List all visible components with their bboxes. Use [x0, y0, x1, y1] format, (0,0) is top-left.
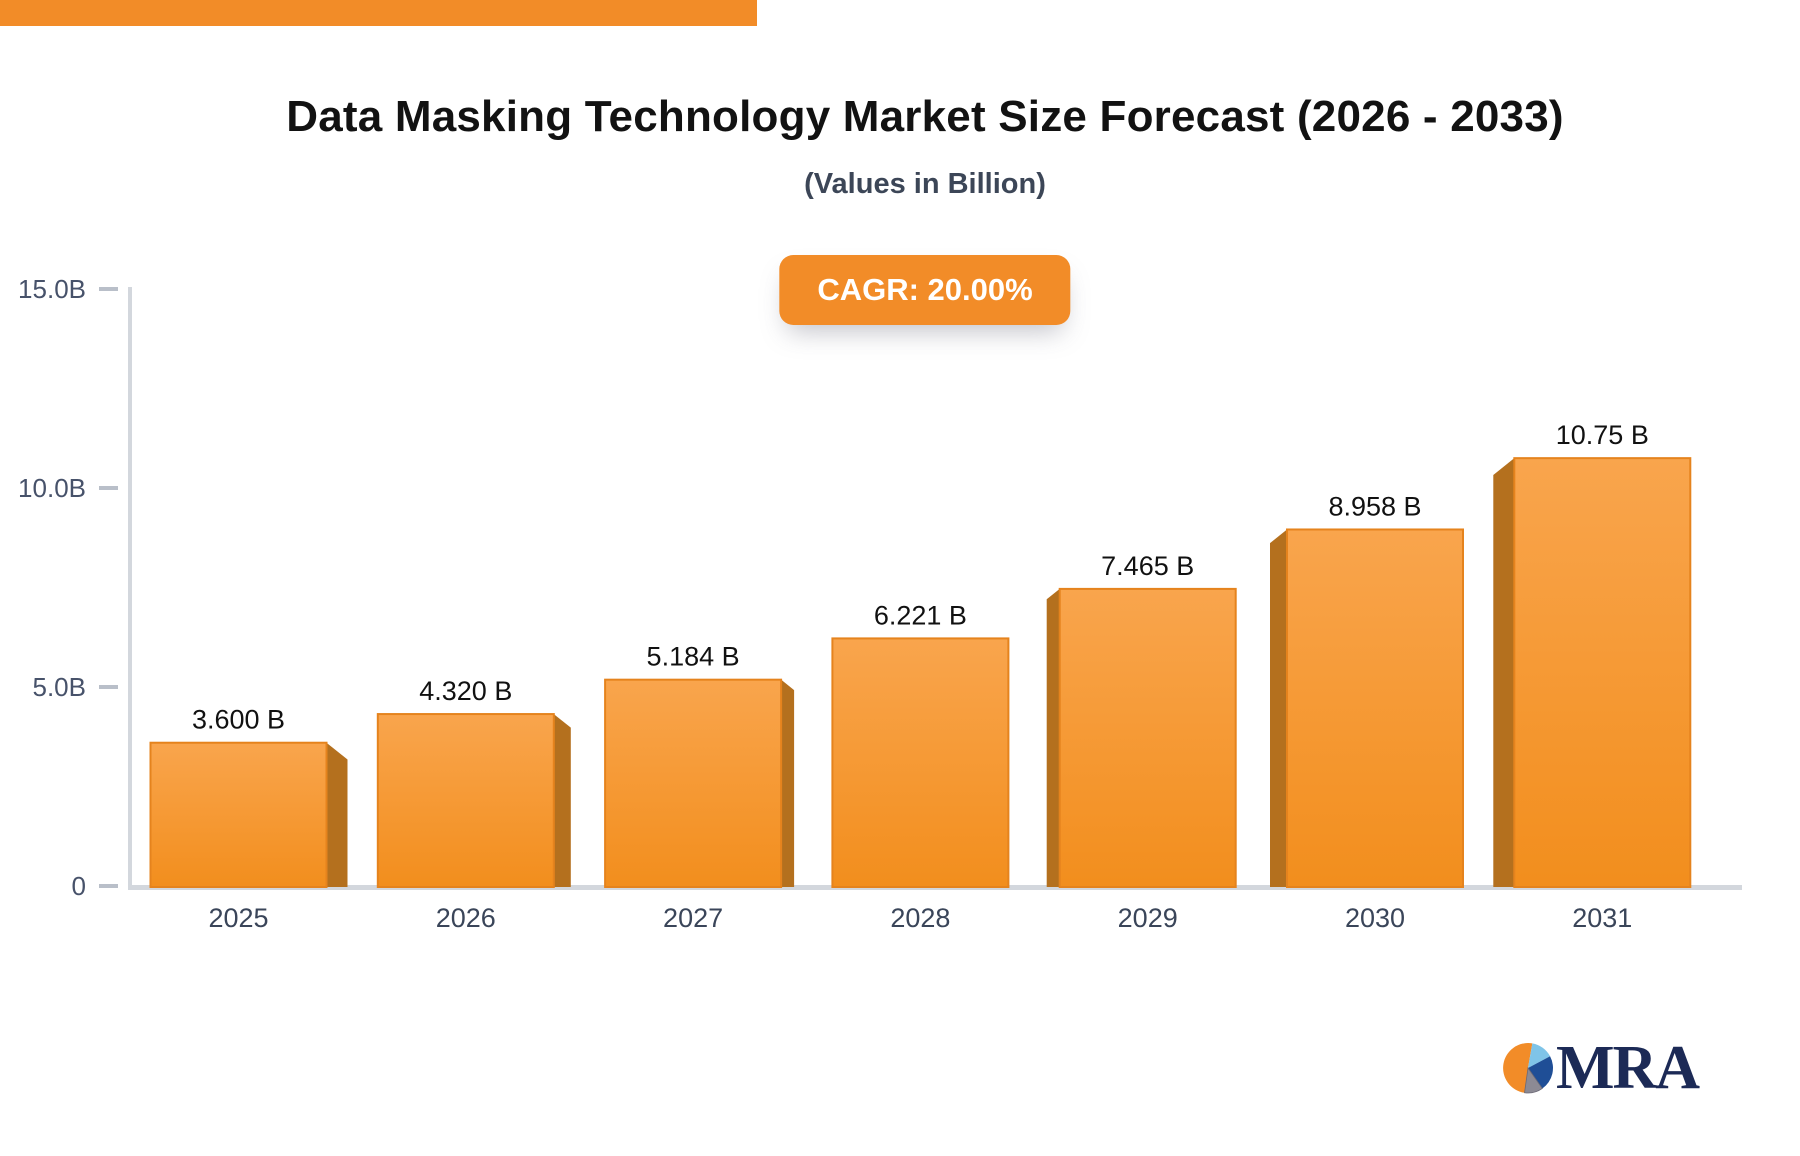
x-axis-label-2027: 2027 [663, 903, 723, 933]
bar-side-3d-2031 [1493, 458, 1515, 887]
x-axis-label-2031: 2031 [1572, 903, 1632, 933]
bar-value-label-2025: 3.600 B [192, 705, 285, 735]
top-accent-bar [0, 0, 757, 26]
bar-2026 [376, 713, 555, 889]
y-axis-label-10.0B: 10.0B [18, 473, 86, 503]
bar-2027 [604, 678, 783, 889]
cagr-badge: CAGR: 20.00% [779, 255, 1071, 325]
bar-value-label-2027: 5.184 B [647, 642, 740, 672]
bar-side-3d-2030 [1270, 529, 1287, 887]
bar-side-3d-2025 [326, 742, 348, 887]
bar-value-label-2026: 4.320 B [419, 676, 512, 706]
pie-chart-logo-icon [1503, 1043, 1553, 1094]
chart-subtitle: (Values in Billion) [804, 168, 1046, 200]
bar-value-label-2029: 7.465 B [1101, 551, 1194, 581]
cagr-label: CAGR: 20.00% [817, 272, 1033, 307]
bar-2030 [1286, 528, 1464, 889]
bar-2025 [149, 741, 328, 888]
chart-title: Data Masking Technology Market Size Fore… [286, 92, 1564, 141]
bar-2029 [1058, 587, 1237, 888]
x-axis-label-2025: 2025 [208, 903, 268, 933]
x-axis-label-2030: 2030 [1345, 903, 1405, 933]
brand-logo-text: MRA [1556, 1034, 1700, 1102]
bar-side-3d-2029 [1046, 588, 1060, 887]
y-axis-label-5.0B: 5.0B [33, 672, 87, 702]
brand-logo: MRA [1502, 1034, 1700, 1102]
bar-2031 [1513, 457, 1692, 888]
bar-2028 [831, 637, 1010, 888]
x-axis-label-2026: 2026 [436, 903, 496, 933]
y-axis-line [128, 287, 132, 889]
bar-value-label-2030: 8.958 B [1328, 491, 1421, 521]
y-axis-label-15.0B: 15.0B [18, 274, 86, 304]
bar-value-label-2031: 10.75 B [1556, 420, 1649, 450]
bar-value-label-2028: 6.221 B [874, 600, 967, 630]
x-axis-label-2029: 2029 [1118, 903, 1178, 933]
x-axis-label-2028: 2028 [890, 903, 950, 933]
bar-side-3d-2026 [553, 714, 571, 887]
bar-side-3d-2027 [781, 679, 795, 887]
y-axis-label-0: 0 [72, 871, 86, 901]
